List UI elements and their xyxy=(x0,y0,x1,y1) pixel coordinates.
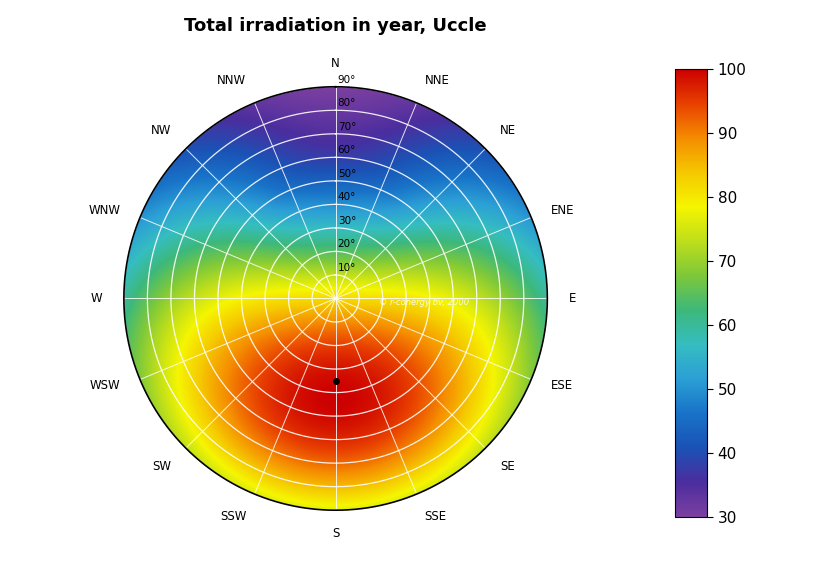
Text: 10°: 10° xyxy=(338,263,356,273)
Text: ESE: ESE xyxy=(550,379,573,393)
Text: Total irradiation in year, Uccle: Total irradiation in year, Uccle xyxy=(185,17,487,35)
Text: N: N xyxy=(331,57,340,70)
Text: NNW: NNW xyxy=(217,74,247,87)
Text: 40°: 40° xyxy=(338,192,356,202)
Text: WSW: WSW xyxy=(90,379,121,393)
Text: 20°: 20° xyxy=(338,239,356,249)
Text: NE: NE xyxy=(500,124,517,137)
Text: NNE: NNE xyxy=(425,74,450,87)
Text: 90°: 90° xyxy=(338,75,356,84)
Text: W: W xyxy=(91,292,102,305)
Text: SSW: SSW xyxy=(220,510,247,523)
Text: NW: NW xyxy=(150,124,171,137)
Text: ENE: ENE xyxy=(550,204,574,218)
Text: SE: SE xyxy=(500,460,515,473)
Text: S: S xyxy=(332,527,339,540)
Text: SSE: SSE xyxy=(425,510,447,523)
Text: WNW: WNW xyxy=(88,204,121,218)
Text: 80°: 80° xyxy=(338,98,356,108)
Text: 50°: 50° xyxy=(338,169,356,179)
Text: © r-conergy bv, 2000: © r-conergy bv, 2000 xyxy=(379,298,470,307)
Text: 70°: 70° xyxy=(338,122,356,131)
Text: 60°: 60° xyxy=(338,145,356,155)
Text: SW: SW xyxy=(152,460,171,473)
Text: E: E xyxy=(569,292,576,305)
Text: 30°: 30° xyxy=(338,216,356,226)
